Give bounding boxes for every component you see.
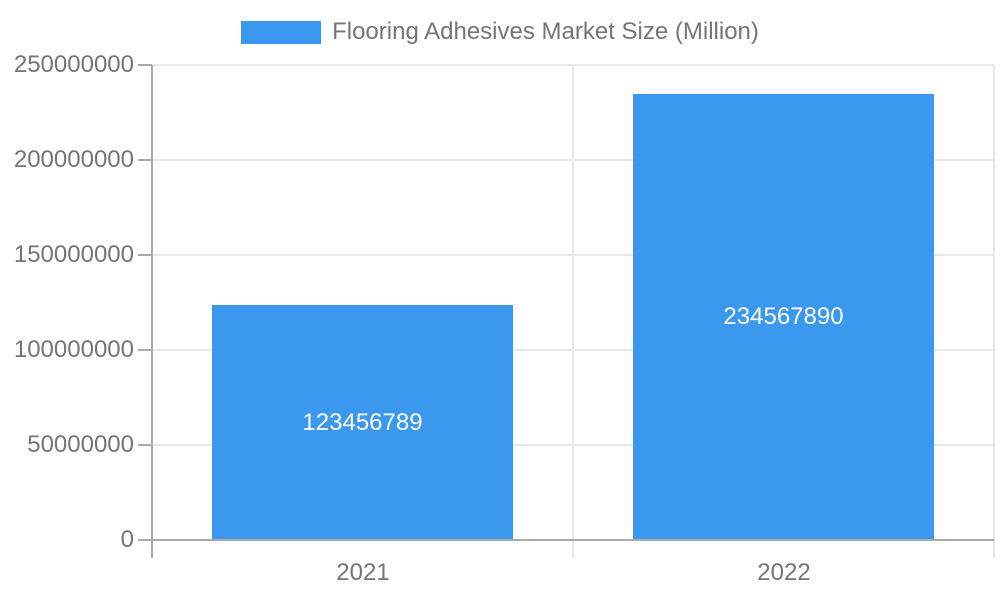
category-divider xyxy=(572,65,574,558)
y-axis-tick xyxy=(138,254,152,256)
y-axis-tick xyxy=(138,539,152,541)
bar-value-label: 123456789 xyxy=(302,409,423,436)
legend: Flooring Adhesives Market Size (Million) xyxy=(0,18,1000,46)
plot-right-border xyxy=(993,65,995,558)
y-axis-line xyxy=(151,65,153,558)
y-tick-label: 200000000 xyxy=(13,146,134,173)
bar-2021[interactable] xyxy=(212,305,513,540)
bar-value-label: 234567890 xyxy=(723,303,844,330)
legend-label: Flooring Adhesives Market Size (Million) xyxy=(332,18,759,45)
y-axis-tick xyxy=(138,159,152,161)
bar-2022[interactable] xyxy=(633,94,934,540)
y-tick-label: 50000000 xyxy=(27,431,134,458)
y-axis-tick xyxy=(138,444,152,446)
x-tick-label: 2022 xyxy=(757,559,811,586)
y-axis-tick xyxy=(138,349,152,351)
x-axis-line xyxy=(152,539,994,541)
y-tick-label: 0 xyxy=(120,526,134,553)
y-tick-label: 100000000 xyxy=(13,336,134,363)
legend-swatch xyxy=(241,20,322,44)
y-axis-tick xyxy=(138,64,152,66)
y-tick-label: 250000000 xyxy=(13,51,134,78)
x-tick-label: 2021 xyxy=(336,559,390,586)
y-tick-label: 150000000 xyxy=(13,241,134,268)
